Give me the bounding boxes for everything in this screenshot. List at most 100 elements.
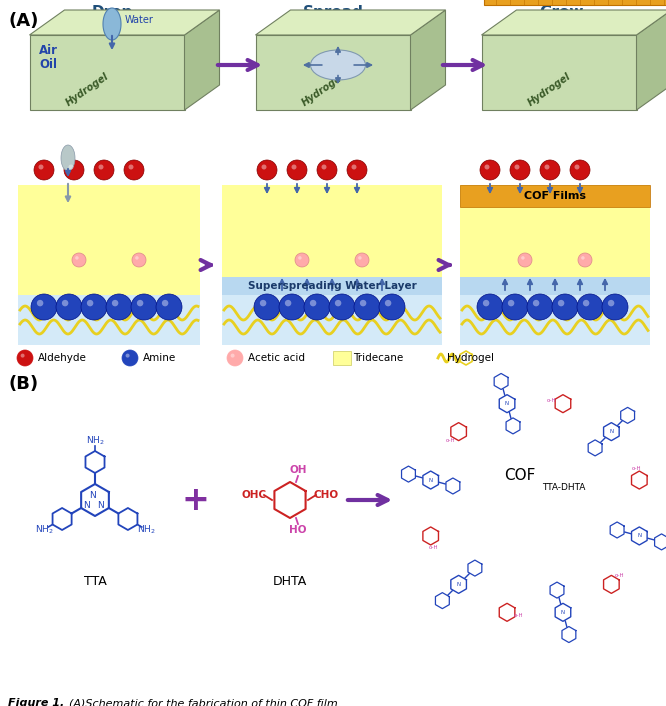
- Text: DHTA: DHTA: [273, 575, 307, 588]
- Circle shape: [577, 294, 603, 320]
- Polygon shape: [222, 185, 442, 345]
- Circle shape: [508, 300, 514, 306]
- Circle shape: [608, 300, 614, 306]
- Text: HO: HO: [289, 525, 307, 535]
- Polygon shape: [484, 0, 666, 5]
- Circle shape: [75, 256, 79, 260]
- Circle shape: [292, 164, 296, 169]
- Text: COF Films: COF Films: [524, 191, 586, 201]
- Polygon shape: [184, 10, 220, 110]
- Text: Grow: Grow: [539, 5, 584, 20]
- Circle shape: [260, 300, 266, 306]
- Circle shape: [262, 164, 266, 169]
- Text: Acetic acid: Acetic acid: [248, 353, 305, 363]
- Polygon shape: [460, 295, 650, 345]
- Text: (A)Schematic for the fabrication of thin COF film: (A)Schematic for the fabrication of thin…: [62, 698, 338, 706]
- Circle shape: [304, 294, 330, 320]
- Text: Water: Water: [125, 15, 154, 25]
- Polygon shape: [460, 277, 650, 295]
- Text: (B): (B): [8, 375, 38, 393]
- Text: TTA-DHTA: TTA-DHTA: [542, 483, 585, 492]
- Circle shape: [257, 160, 277, 180]
- Circle shape: [137, 300, 143, 306]
- Polygon shape: [103, 8, 121, 40]
- Circle shape: [129, 164, 133, 169]
- Circle shape: [518, 253, 532, 267]
- Polygon shape: [29, 35, 184, 110]
- Circle shape: [347, 160, 367, 180]
- Text: N: N: [98, 501, 105, 510]
- Circle shape: [583, 300, 589, 306]
- Circle shape: [355, 253, 369, 267]
- Polygon shape: [637, 10, 666, 110]
- Circle shape: [131, 294, 157, 320]
- Circle shape: [285, 300, 291, 306]
- Text: COF: COF: [504, 467, 535, 482]
- Text: Figure 1.: Figure 1.: [8, 698, 64, 706]
- Circle shape: [552, 294, 578, 320]
- Circle shape: [352, 164, 356, 169]
- Circle shape: [124, 160, 144, 180]
- Circle shape: [69, 164, 73, 169]
- Circle shape: [480, 160, 500, 180]
- Circle shape: [162, 300, 168, 306]
- Text: Oil: Oil: [39, 59, 57, 71]
- Circle shape: [295, 253, 309, 267]
- Polygon shape: [18, 185, 200, 345]
- Circle shape: [570, 160, 590, 180]
- Text: OH: OH: [289, 465, 307, 475]
- Circle shape: [39, 164, 43, 169]
- Text: TTA: TTA: [84, 575, 107, 588]
- Circle shape: [135, 256, 139, 260]
- Text: N: N: [561, 610, 565, 615]
- Polygon shape: [460, 185, 650, 207]
- Circle shape: [317, 160, 337, 180]
- Circle shape: [112, 300, 119, 306]
- Circle shape: [56, 294, 82, 320]
- Text: CHO: CHO: [314, 490, 338, 500]
- Circle shape: [521, 256, 525, 260]
- Text: o-H: o-H: [514, 613, 523, 618]
- Circle shape: [502, 294, 528, 320]
- Circle shape: [527, 294, 553, 320]
- Circle shape: [37, 300, 43, 306]
- Polygon shape: [61, 145, 75, 171]
- Text: N: N: [637, 534, 641, 539]
- Text: Hydrogel: Hydrogel: [447, 353, 494, 363]
- Polygon shape: [222, 295, 442, 345]
- Circle shape: [602, 294, 628, 320]
- Circle shape: [354, 294, 380, 320]
- Circle shape: [360, 300, 366, 306]
- Circle shape: [358, 256, 362, 260]
- Circle shape: [227, 350, 243, 366]
- Circle shape: [484, 164, 490, 169]
- Circle shape: [122, 350, 138, 366]
- Text: (A): (A): [8, 12, 39, 30]
- Text: o-H: o-H: [429, 545, 439, 550]
- Circle shape: [156, 294, 182, 320]
- Circle shape: [132, 253, 146, 267]
- Text: o-H: o-H: [631, 466, 641, 471]
- Polygon shape: [482, 35, 637, 110]
- Circle shape: [558, 300, 564, 306]
- Circle shape: [72, 253, 86, 267]
- Text: Hydrogel: Hydrogel: [300, 71, 346, 109]
- Circle shape: [106, 294, 132, 320]
- Circle shape: [379, 294, 405, 320]
- Polygon shape: [222, 277, 442, 295]
- Text: Air: Air: [39, 44, 58, 56]
- Circle shape: [510, 160, 530, 180]
- Text: Hydrogel: Hydrogel: [64, 71, 111, 109]
- Text: NH$_2$: NH$_2$: [86, 435, 105, 447]
- Circle shape: [34, 160, 54, 180]
- Circle shape: [483, 300, 490, 306]
- Circle shape: [126, 354, 130, 358]
- Text: N: N: [89, 491, 95, 501]
- Circle shape: [64, 160, 84, 180]
- Circle shape: [385, 300, 392, 306]
- Circle shape: [87, 300, 93, 306]
- Polygon shape: [18, 295, 200, 345]
- Text: Hydrogel: Hydrogel: [525, 71, 572, 109]
- Text: Superspreading Water Layer: Superspreading Water Layer: [248, 281, 416, 291]
- Circle shape: [310, 300, 316, 306]
